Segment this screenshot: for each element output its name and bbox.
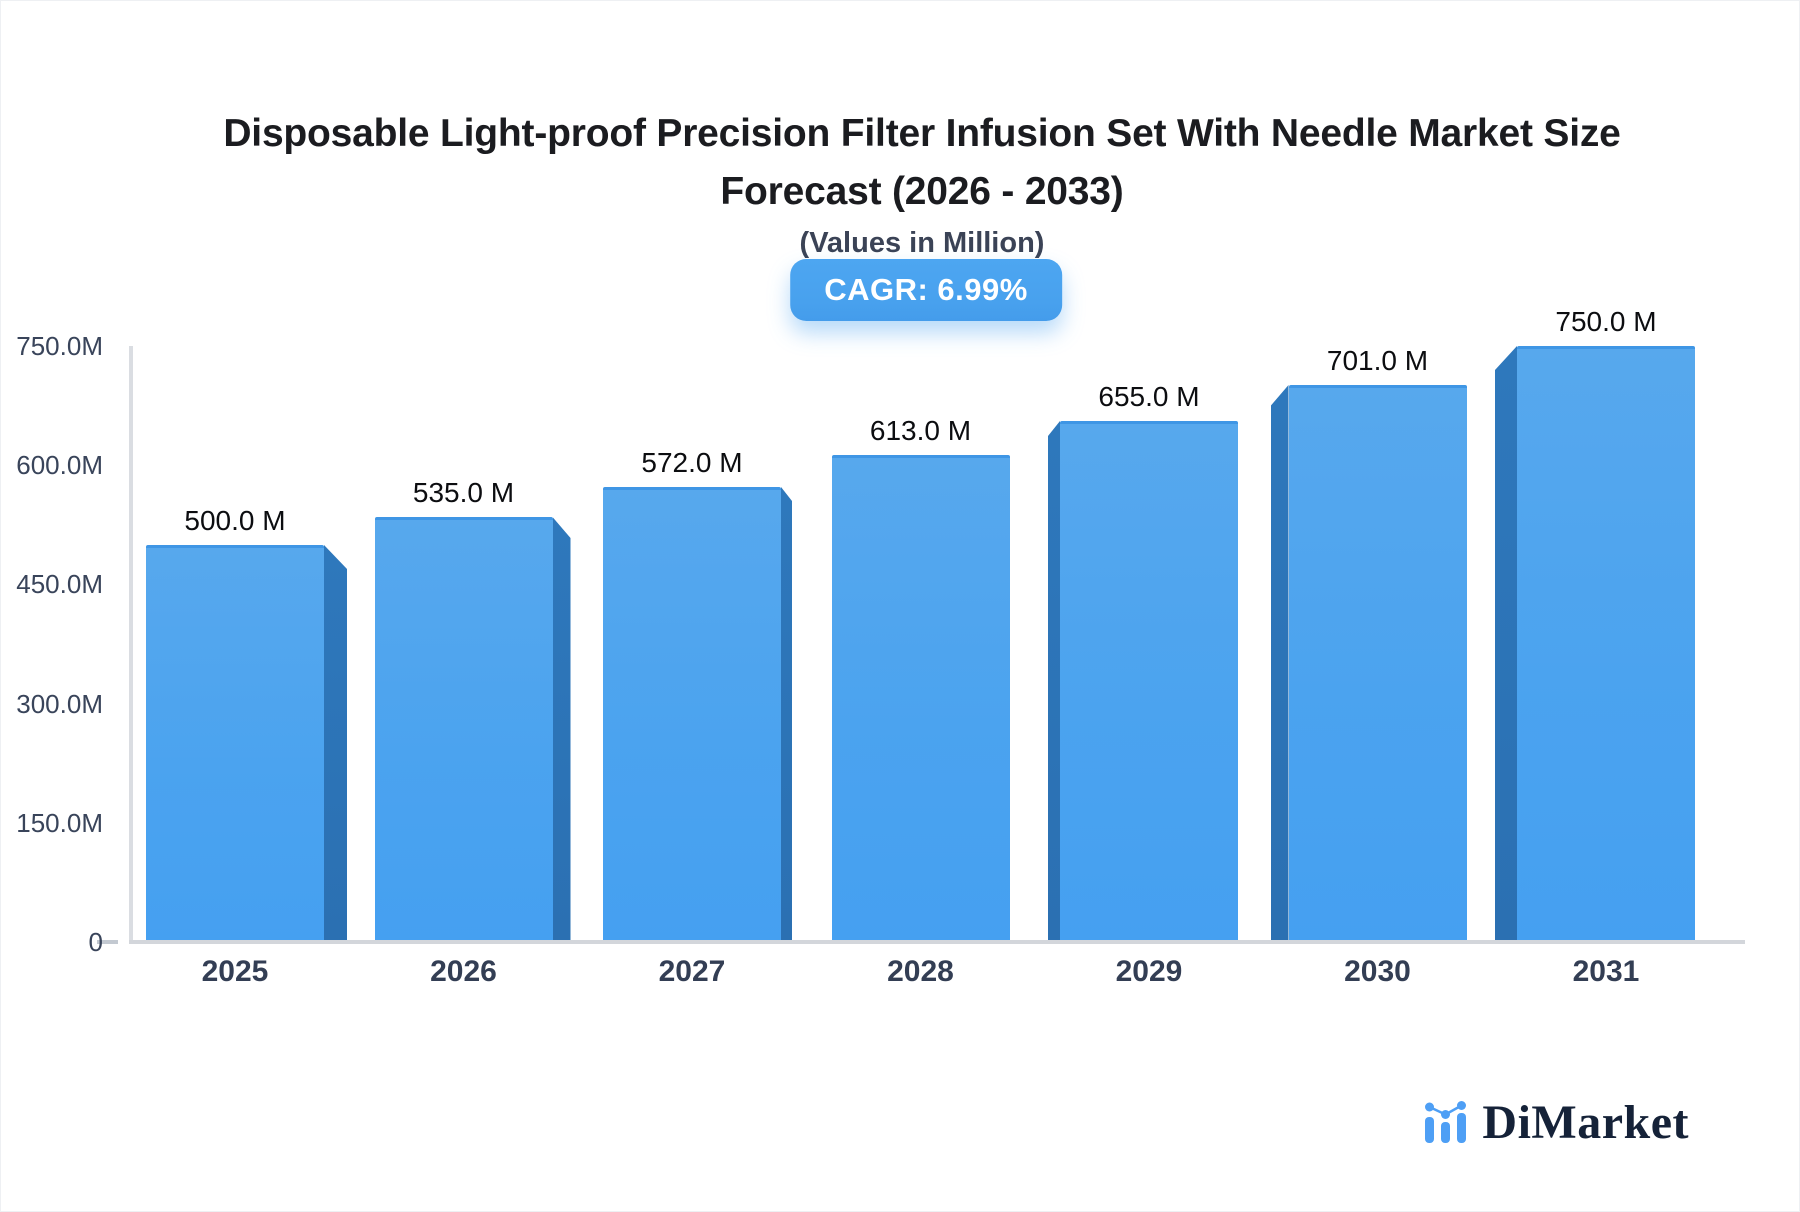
zero-tick-mark (97, 940, 118, 944)
bar-side-bevel (1270, 385, 1289, 942)
brand-logo: DiMarket (1422, 1095, 1689, 1150)
bar-value-label: 572.0 M (641, 447, 743, 478)
bar-group-2028: 613.0 M (831, 415, 1010, 942)
y-axis-label-300.0M: 300.0M (16, 688, 103, 719)
bar-value-label: 701.0 M (1326, 345, 1429, 376)
bar-side-bevel (781, 487, 792, 942)
bar-group-2026: 535.0 M (374, 477, 571, 942)
bar-face (1517, 346, 1695, 942)
y-axis-line (129, 346, 133, 943)
bar-side-bevel (324, 545, 347, 942)
x-axis-label-2029: 2029 (1115, 955, 1183, 988)
bar-chart-with-trend-icon (1425, 1100, 1467, 1143)
y-axis-label-600.0M: 600.0M (16, 450, 103, 481)
bar-side-bevel (1495, 346, 1517, 942)
bar-group-2031: 750.0 M (1495, 306, 1695, 942)
bar-value-label: 655.0 M (1098, 381, 1200, 412)
chart-subtitle: (Values in Million) (799, 227, 1045, 259)
bar-value-label: 500.0 M (184, 505, 286, 536)
bar-face (1288, 385, 1467, 942)
x-axis-baseline (129, 940, 1745, 944)
bar-face (831, 455, 1010, 942)
plot-area: 500.0 M 535.0 M 572.0 M 613.0 M 655.0 M 701.0… (133, 306, 1695, 942)
bar-face (146, 545, 324, 942)
bar-group-2030: 701.0 M (1270, 345, 1467, 942)
y-axis-label-750.0M: 750.0M (16, 331, 103, 361)
x-axis-label-2025: 2025 (201, 955, 269, 988)
bar-group-2025: 500.0 M (146, 505, 347, 942)
bar-face (374, 517, 553, 942)
x-axis-label-2026: 2026 (430, 955, 497, 988)
bar-side-bevel (552, 517, 571, 942)
bar-value-label: 750.0 M (1555, 306, 1657, 337)
bar-face (1060, 421, 1238, 942)
bar-group-2029: 655.0 M (1048, 381, 1238, 942)
x-axis-label-2030: 2030 (1344, 955, 1411, 988)
y-axis-label-150.0M: 150.0M (16, 807, 103, 838)
x-axis-label-2027: 2027 (658, 955, 726, 988)
chart-title: Disposable Light-proof Precision Filter … (45, 105, 1799, 221)
y-axis-label-450.0M: 450.0M (16, 569, 103, 600)
bar-group-2027: 572.0 M (603, 447, 792, 942)
bar-side-bevel (1048, 421, 1060, 942)
x-axis-label-2028: 2028 (887, 955, 954, 988)
bar-face (603, 487, 781, 942)
bar-value-label: 613.0 M (869, 415, 972, 446)
cagr-badge: CAGR: 6.99% (790, 259, 1062, 321)
chart-title-text: Disposable Light-proof Precision Filter … (223, 112, 1621, 213)
y-axis-label-0: 0 (88, 927, 103, 957)
bar-value-label: 535.0 M (412, 477, 515, 508)
brand-logo-text: DiMarket (1482, 1096, 1689, 1149)
x-axis-label-2031: 2031 (1572, 955, 1640, 988)
